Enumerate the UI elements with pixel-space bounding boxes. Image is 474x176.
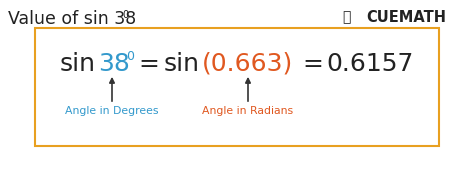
Text: Angle in Degrees: Angle in Degrees (65, 106, 159, 116)
Text: Value of sin 38: Value of sin 38 (8, 10, 136, 28)
Text: CUEMATH: CUEMATH (366, 10, 446, 25)
Text: 0: 0 (122, 10, 128, 20)
Text: sin: sin (60, 52, 96, 76)
Text: 0: 0 (126, 51, 134, 64)
Text: 0.6157: 0.6157 (326, 52, 413, 76)
Text: 🚀: 🚀 (342, 10, 350, 24)
Text: =: = (138, 52, 159, 76)
Text: Angle in Radians: Angle in Radians (202, 106, 293, 116)
Text: 38: 38 (98, 52, 130, 76)
Text: (0.663): (0.663) (202, 52, 293, 76)
Text: sin: sin (164, 52, 200, 76)
Text: =: = (302, 52, 323, 76)
FancyBboxPatch shape (35, 28, 439, 146)
